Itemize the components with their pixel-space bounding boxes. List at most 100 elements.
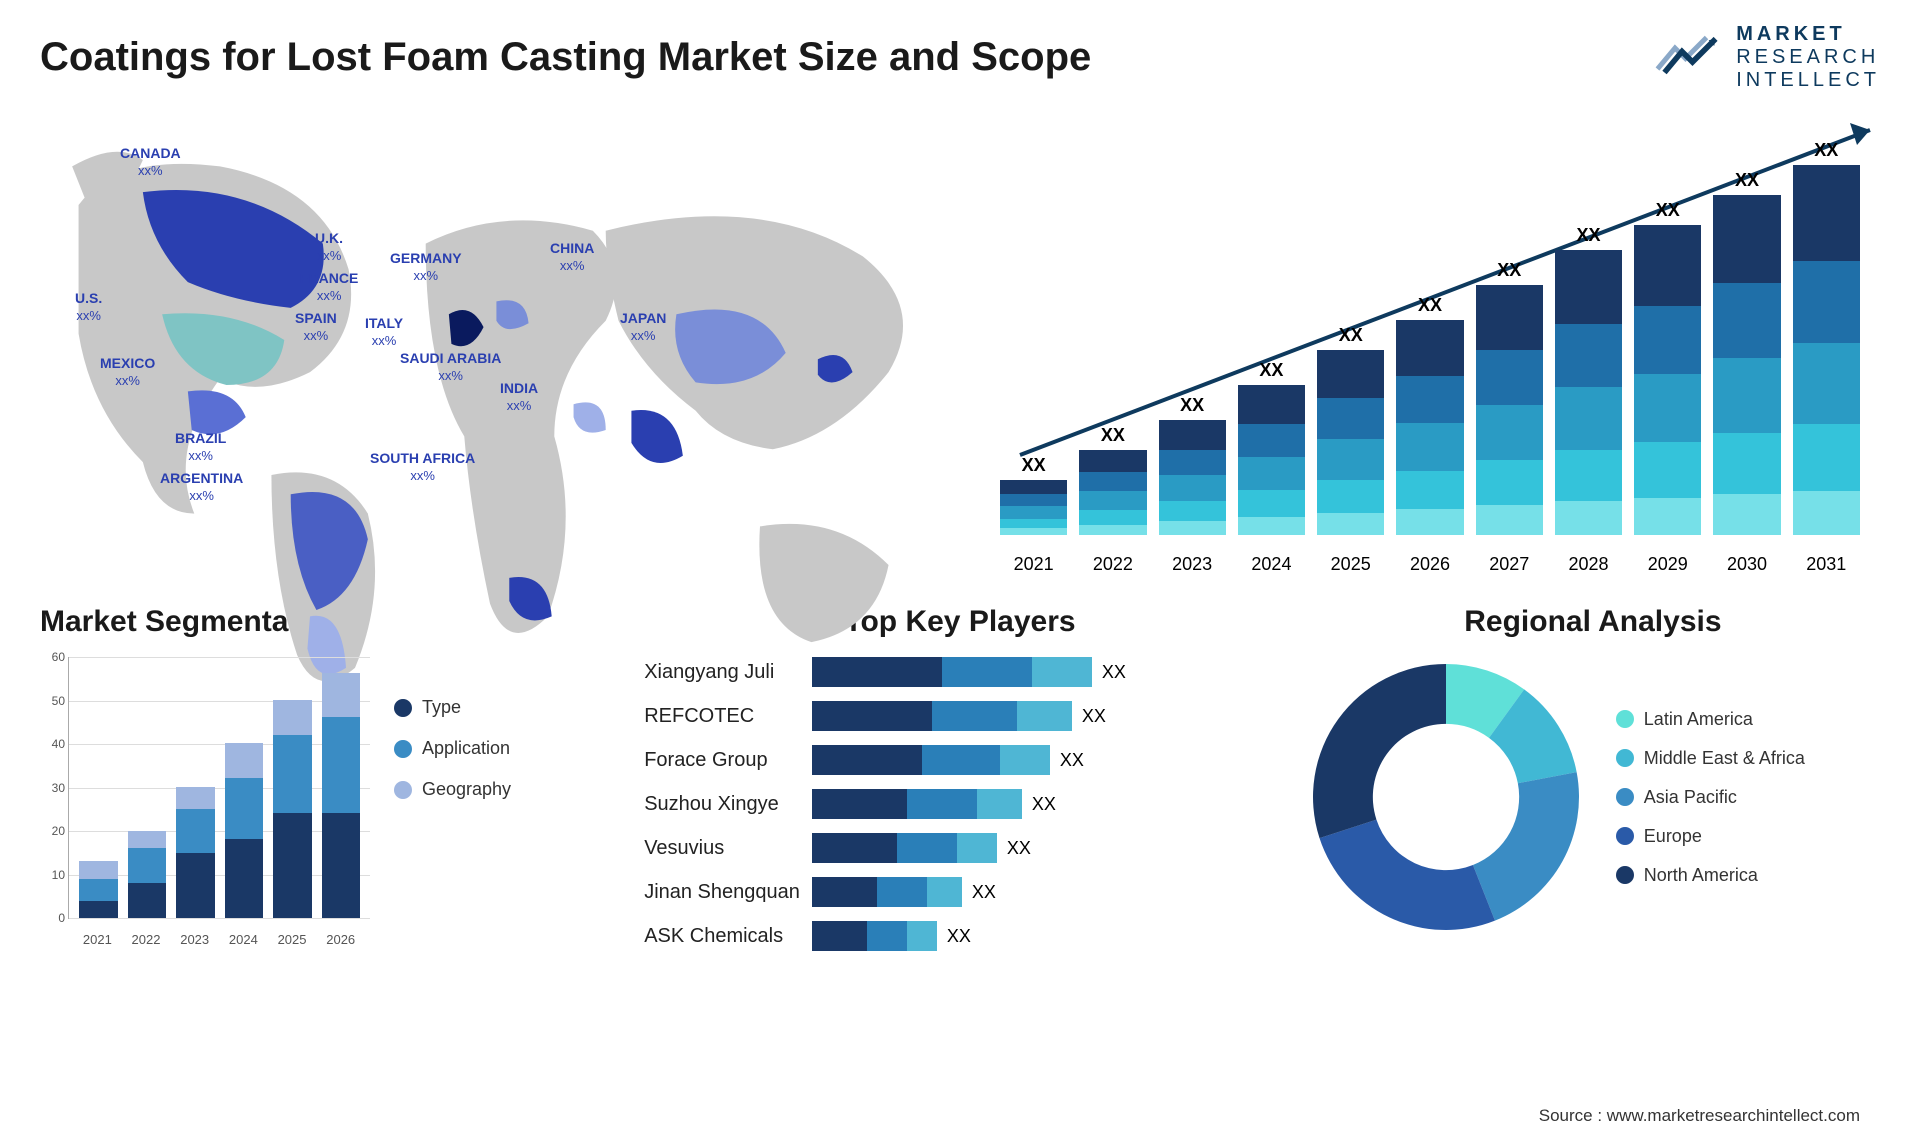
player-name: ASK Chemicals <box>644 921 800 951</box>
regional-panel: Regional Analysis Latin America Middle Ea… <box>1306 605 1880 951</box>
player-row: XX <box>812 877 1276 907</box>
map-label-brazil: BRAZILxx% <box>175 430 226 464</box>
seg-xlabel: 2022 <box>127 932 166 947</box>
forecast-year-label: 2028 <box>1555 554 1622 575</box>
player-value: XX <box>947 926 971 947</box>
seg-xlabel: 2026 <box>321 932 360 947</box>
regional-legend-item: Asia Pacific <box>1616 787 1805 808</box>
forecast-bar-2027: XX <box>1476 260 1543 535</box>
forecast-year-label: 2029 <box>1634 554 1701 575</box>
regional-legend-item: Latin America <box>1616 709 1805 730</box>
page-title: Coatings for Lost Foam Casting Market Si… <box>40 35 1091 80</box>
seg-ytick: 0 <box>43 911 65 925</box>
legend-label: Latin America <box>1644 709 1753 730</box>
player-value: XX <box>1102 662 1126 683</box>
forecast-bar-value: XX <box>1259 360 1283 381</box>
forecast-bar-2029: XX <box>1634 200 1701 535</box>
seg-ytick: 30 <box>43 781 65 795</box>
forecast-bar-2024: XX <box>1238 360 1305 535</box>
donut-slice-north-america <box>1313 664 1446 838</box>
legend-swatch <box>394 740 412 758</box>
seg-legend-item: Application <box>394 738 511 759</box>
map-label-argentina: ARGENTINAxx% <box>160 470 243 504</box>
legend-swatch <box>1616 788 1634 806</box>
seg-bar-2021 <box>79 861 118 918</box>
map-label-japan: JAPANxx% <box>620 310 666 344</box>
seg-xlabel: 2021 <box>78 932 117 947</box>
legend-swatch <box>1616 827 1634 845</box>
legend-label: Asia Pacific <box>1644 787 1737 808</box>
forecast-bar-value: XX <box>1101 425 1125 446</box>
seg-bar-2025 <box>273 700 312 918</box>
player-value: XX <box>1082 706 1106 727</box>
legend-swatch <box>1616 866 1634 884</box>
forecast-bar-value: XX <box>1418 295 1442 316</box>
player-name: Jinan Shengquan <box>644 877 800 907</box>
player-name: Vesuvius <box>644 833 800 863</box>
forecast-year-label: 2021 <box>1000 554 1067 575</box>
forecast-year-label: 2026 <box>1396 554 1463 575</box>
logo-line1: MARKET <box>1736 23 1880 46</box>
map-label-u.s.: U.S.xx% <box>75 290 102 324</box>
seg-bar-2023 <box>176 787 215 918</box>
forecast-year-label: 2023 <box>1159 554 1226 575</box>
seg-ytick: 20 <box>43 824 65 838</box>
legend-swatch <box>394 781 412 799</box>
seg-ytick: 50 <box>43 694 65 708</box>
forecast-year-label: 2024 <box>1238 554 1305 575</box>
forecast-year-label: 2027 <box>1476 554 1543 575</box>
map-label-south-africa: SOUTH AFRICAxx% <box>370 450 475 484</box>
forecast-year-label: 2031 <box>1793 554 1860 575</box>
regional-donut <box>1306 657 1586 937</box>
legend-label: Geography <box>422 779 511 800</box>
brand-logo: MARKET RESEARCH INTELLECT <box>1654 20 1880 95</box>
map-label-canada: CANADAxx% <box>120 145 181 179</box>
legend-label: Application <box>422 738 510 759</box>
forecast-bar-2026: XX <box>1396 295 1463 535</box>
map-label-china: CHINAxx% <box>550 240 594 274</box>
forecast-bar-value: XX <box>1735 170 1759 191</box>
seg-ytick: 10 <box>43 868 65 882</box>
legend-label: Europe <box>1644 826 1702 847</box>
forecast-bar-2025: XX <box>1317 325 1384 535</box>
regional-legend-item: Europe <box>1616 826 1805 847</box>
map-label-france: FRANCExx% <box>300 270 358 304</box>
forecast-bar-value: XX <box>1339 325 1363 346</box>
seg-legend-item: Geography <box>394 779 511 800</box>
seg-xlabel: 2025 <box>273 932 312 947</box>
player-name: Forace Group <box>644 745 800 775</box>
map-label-saudi-arabia: SAUDI ARABIAxx% <box>400 350 501 384</box>
regional-legend-item: Middle East & Africa <box>1616 748 1805 769</box>
forecast-bar-2022: XX <box>1079 425 1146 535</box>
forecast-bar-value: XX <box>1576 225 1600 246</box>
seg-bar-2024 <box>225 743 264 918</box>
map-label-germany: GERMANYxx% <box>390 250 462 284</box>
forecast-bar-value: XX <box>1656 200 1680 221</box>
player-value: XX <box>1060 750 1084 771</box>
forecast-year-label: 2030 <box>1713 554 1780 575</box>
segmentation-chart: 0102030405060 202120222023202420252026 <box>40 657 370 947</box>
legend-label: Middle East & Africa <box>1644 748 1805 769</box>
segmentation-legend: TypeApplicationGeography <box>394 697 511 800</box>
seg-xlabel: 2024 <box>224 932 263 947</box>
logo-line2: RESEARCH <box>1736 46 1880 69</box>
forecast-bar-value: XX <box>1814 140 1838 161</box>
forecast-bar-value: XX <box>1180 395 1204 416</box>
map-label-italy: ITALYxx% <box>365 315 403 349</box>
regional-legend: Latin America Middle East & Africa Asia Pa… <box>1616 709 1805 886</box>
forecast-bar-value: XX <box>1022 455 1046 476</box>
player-row: XX <box>812 921 1276 951</box>
bottom-row: Market Segmentation 0102030405060 202120… <box>40 605 1880 951</box>
source-text: Source : www.marketresearchintellect.com <box>1539 1106 1860 1126</box>
forecast-bar-value: XX <box>1497 260 1521 281</box>
map-label-mexico: MEXICOxx% <box>100 355 155 389</box>
regional-title: Regional Analysis <box>1306 605 1880 639</box>
seg-bar-2022 <box>128 831 167 918</box>
world-map <box>40 115 940 706</box>
forecast-year-label: 2022 <box>1079 554 1146 575</box>
forecast-bar-2031: XX <box>1793 140 1860 535</box>
player-name: Suzhou Xingye <box>644 789 800 819</box>
forecast-bar-2028: XX <box>1555 225 1622 535</box>
world-map-panel: CANADAxx% U.S.xx% MEXICOxx% BRAZILxx% ARGENT… <box>40 115 940 575</box>
donut-slice-europe <box>1319 820 1494 930</box>
